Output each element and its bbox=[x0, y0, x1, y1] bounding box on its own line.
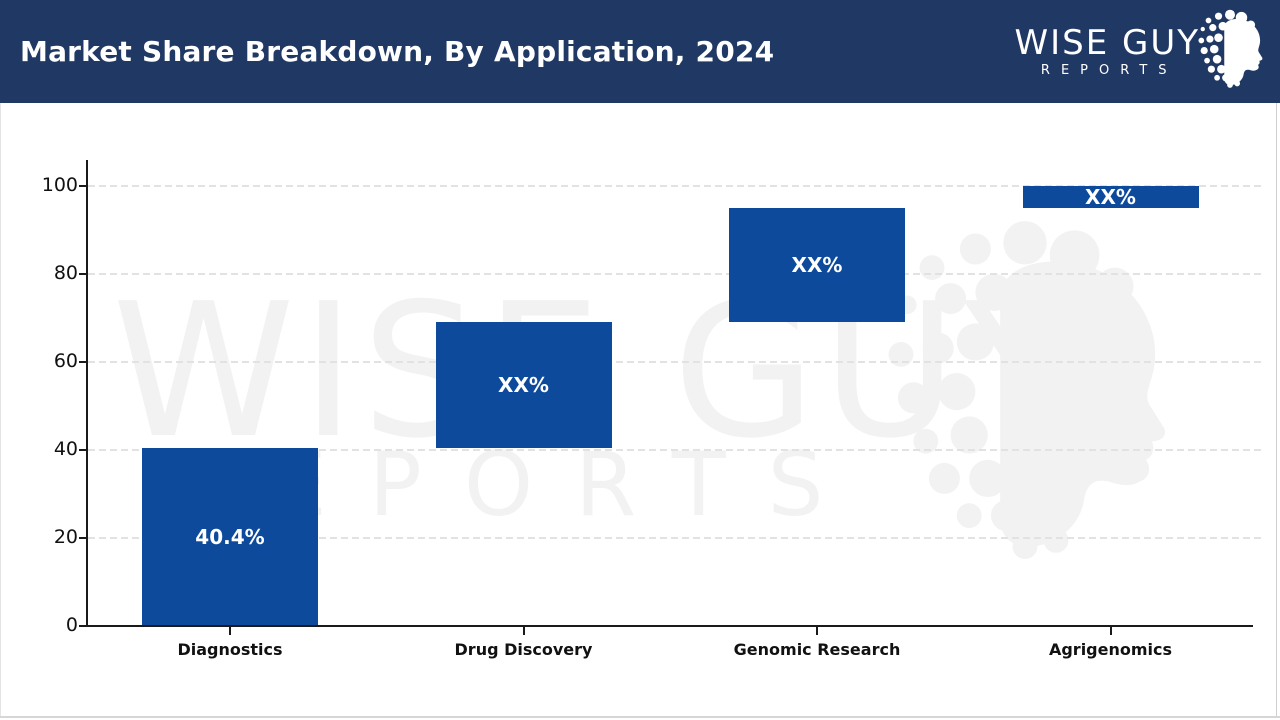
x-axis-line bbox=[85, 625, 1253, 627]
y-tick-mark bbox=[79, 537, 87, 539]
x-tick-mark bbox=[1109, 627, 1112, 635]
figure-border-bottom bbox=[0, 716, 1280, 718]
y-tick-mark bbox=[79, 449, 87, 451]
gridline-y-20 bbox=[88, 537, 1262, 539]
gridline-y-60 bbox=[88, 361, 1262, 363]
bar-value-label: XX% bbox=[791, 253, 843, 278]
brand-subname: REPORTS bbox=[1040, 62, 1178, 78]
y-tick-label: 60 bbox=[53, 350, 78, 372]
brand-name: WISE GUY bbox=[1014, 22, 1200, 63]
x-tick-mark bbox=[522, 627, 525, 635]
x-tick-mark bbox=[229, 627, 231, 635]
x-category-label: Diagnostics bbox=[177, 640, 283, 659]
y-tick-label: 0 bbox=[65, 614, 78, 636]
y-tick-mark bbox=[79, 273, 87, 275]
y-tick-label: 40 bbox=[53, 438, 78, 460]
gridline-y-100 bbox=[88, 185, 1262, 187]
brand-logo: WISE GUY REPORTS bbox=[1014, 9, 1280, 95]
y-tick-mark bbox=[79, 361, 87, 363]
bar-genomic-research: XX% bbox=[729, 208, 905, 323]
figure-border-left bbox=[0, 103, 1, 717]
bar-diagnostics: 40.4% bbox=[142, 448, 318, 626]
figure-border-right bbox=[1276, 103, 1277, 717]
x-tick-mark bbox=[816, 627, 818, 635]
brand-logo-text: WISE GUY REPORTS bbox=[1014, 26, 1200, 78]
chart-title: Market Share Breakdown, By Application, … bbox=[20, 35, 775, 68]
bar-value-label: 40.4% bbox=[195, 525, 265, 550]
gridline-y-80 bbox=[88, 273, 1262, 275]
y-tick-label: 100 bbox=[41, 174, 78, 196]
x-category-label: Agrigenomics bbox=[1048, 640, 1173, 659]
y-tick-mark bbox=[79, 625, 87, 627]
x-category-label: Drug Discovery bbox=[454, 640, 593, 659]
bar-agrigenomics: XX% bbox=[1022, 185, 1199, 209]
brand-head-dots-icon bbox=[1198, 9, 1263, 88]
x-category-label: Genomic Research bbox=[733, 640, 901, 659]
y-tick-label: 20 bbox=[53, 526, 78, 548]
y-tick-label: 80 bbox=[53, 262, 78, 284]
bar-value-label: XX% bbox=[1085, 185, 1136, 209]
gridline-y-40 bbox=[88, 449, 1262, 451]
y-axis-line bbox=[86, 160, 88, 627]
header-bar: Market Share Breakdown, By Application, … bbox=[0, 0, 1280, 103]
bar-value-label: XX% bbox=[498, 373, 549, 398]
y-tick-mark bbox=[79, 185, 87, 187]
bar-drug-discovery: XX% bbox=[435, 322, 612, 449]
